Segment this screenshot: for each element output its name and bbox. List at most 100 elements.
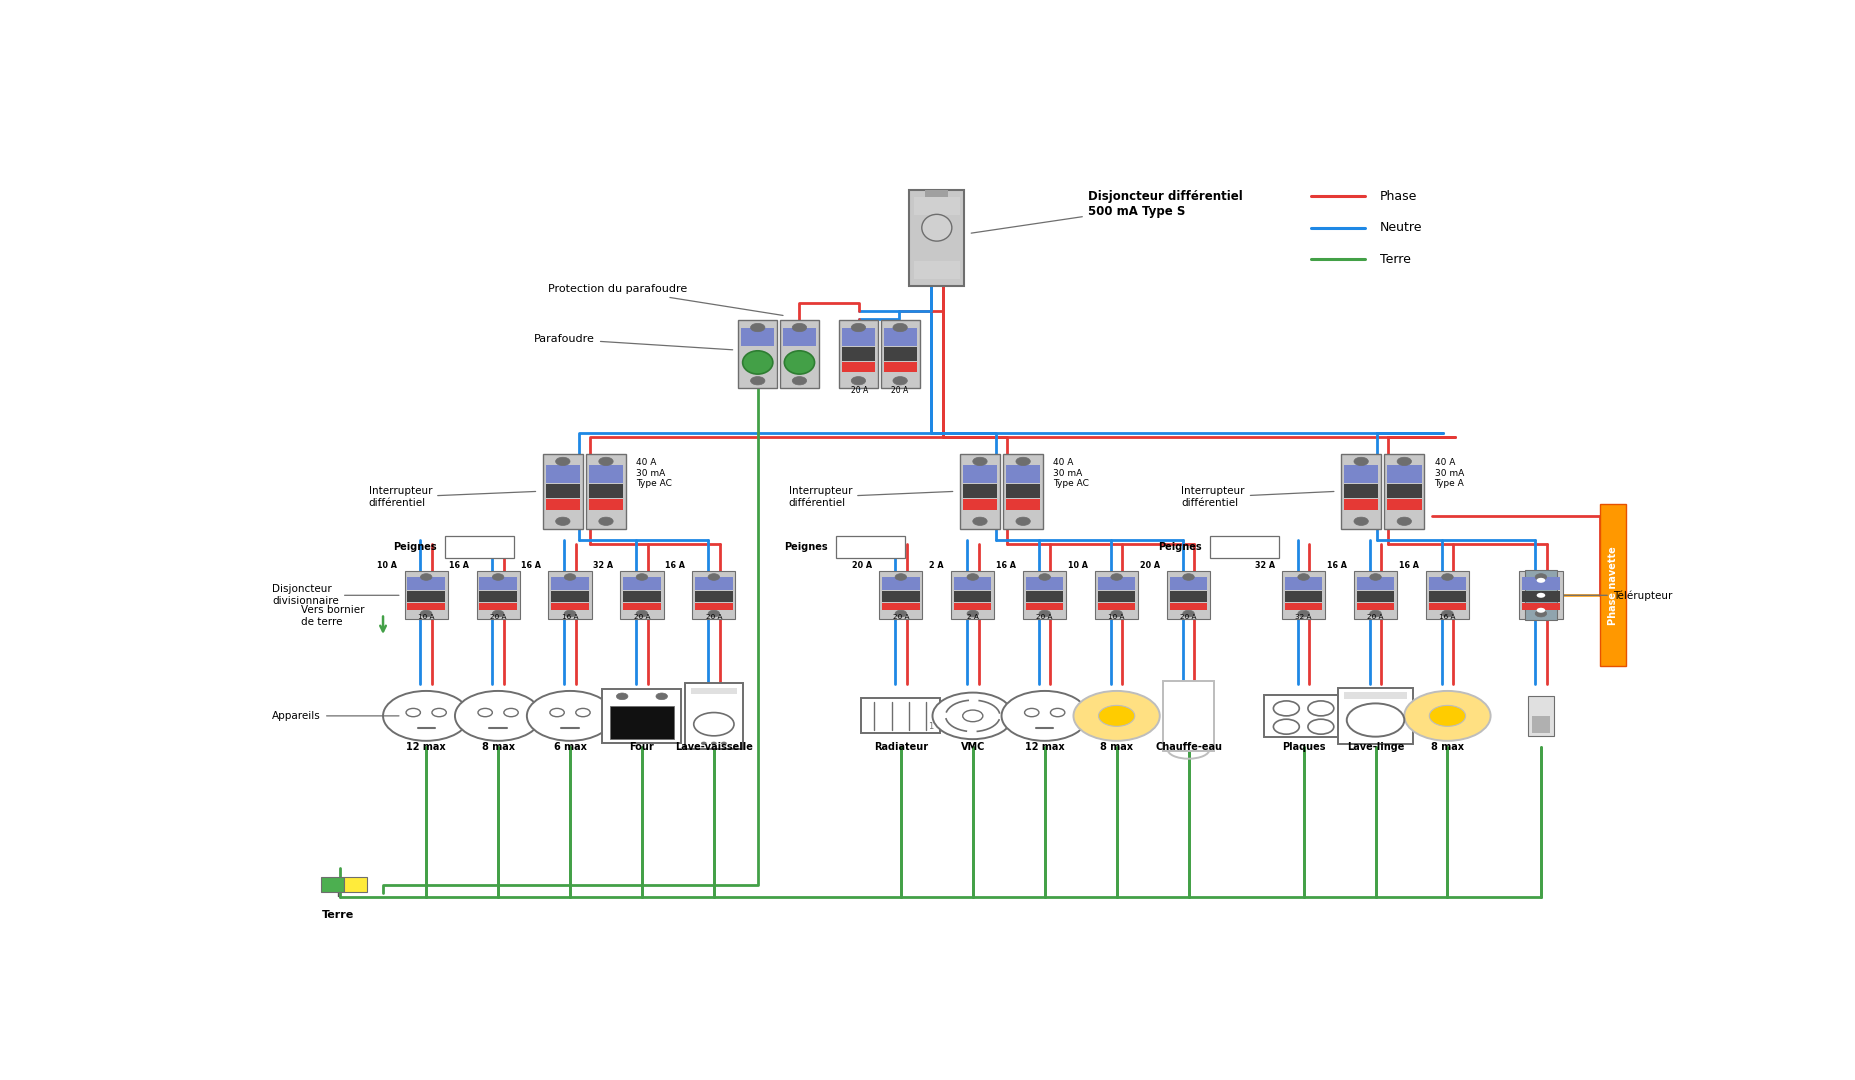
- Circle shape: [894, 610, 905, 617]
- Circle shape: [479, 708, 492, 717]
- Circle shape: [1098, 705, 1133, 727]
- Text: 20 A: 20 A: [851, 561, 872, 570]
- Bar: [1521, 591, 1558, 602]
- Bar: [1521, 603, 1558, 610]
- Circle shape: [894, 573, 905, 580]
- Ellipse shape: [785, 351, 814, 374]
- Circle shape: [564, 573, 575, 580]
- Circle shape: [1273, 701, 1298, 716]
- Circle shape: [575, 708, 590, 717]
- Bar: [404, 571, 447, 620]
- Circle shape: [549, 708, 564, 717]
- Bar: [1356, 603, 1393, 610]
- Text: 1: 1: [928, 723, 933, 731]
- Bar: [692, 571, 735, 620]
- Circle shape: [555, 517, 569, 526]
- Text: 40 A
30 mA
Type AC: 40 A 30 mA Type AC: [1054, 458, 1089, 488]
- Bar: [1428, 577, 1465, 591]
- Bar: [842, 347, 874, 361]
- Circle shape: [492, 610, 503, 617]
- Bar: [881, 577, 918, 591]
- Bar: [953, 591, 991, 602]
- Bar: [623, 591, 660, 602]
- Text: Neutre: Neutre: [1378, 221, 1421, 234]
- Circle shape: [492, 573, 503, 580]
- Bar: [343, 877, 367, 892]
- Circle shape: [792, 377, 807, 384]
- Bar: [1384, 454, 1423, 529]
- Text: Interrupteur
différentiel: Interrupteur différentiel: [1182, 486, 1334, 508]
- Circle shape: [555, 457, 569, 465]
- Circle shape: [1015, 457, 1030, 465]
- Circle shape: [1072, 691, 1159, 741]
- Text: 10 A: 10 A: [1067, 561, 1087, 570]
- Text: Interrupteur
différentiel: Interrupteur différentiel: [788, 486, 952, 508]
- Bar: [684, 683, 742, 750]
- Bar: [620, 571, 662, 620]
- Bar: [545, 464, 581, 483]
- Circle shape: [1039, 573, 1050, 580]
- Text: 8 max: 8 max: [1430, 742, 1464, 752]
- Text: 16 A: 16 A: [562, 613, 579, 620]
- Bar: [1521, 577, 1558, 591]
- Circle shape: [1441, 610, 1452, 617]
- Bar: [1525, 570, 1556, 620]
- Text: 8 max: 8 max: [1100, 742, 1133, 752]
- Circle shape: [1534, 573, 1545, 580]
- Bar: [963, 484, 996, 498]
- Bar: [1169, 591, 1206, 602]
- Text: 20 A: 20 A: [1139, 561, 1159, 570]
- Bar: [1209, 537, 1278, 558]
- Circle shape: [1441, 573, 1452, 580]
- Circle shape: [1111, 610, 1122, 617]
- Bar: [1163, 680, 1213, 752]
- Bar: [445, 537, 514, 558]
- Circle shape: [1534, 610, 1545, 617]
- Text: 16 A: 16 A: [996, 561, 1015, 570]
- Bar: [549, 571, 592, 620]
- Text: 20 A: 20 A: [890, 387, 907, 395]
- Bar: [779, 320, 818, 388]
- Circle shape: [710, 742, 716, 745]
- Bar: [1284, 591, 1321, 602]
- Bar: [738, 320, 777, 388]
- Text: 20 A: 20 A: [1035, 613, 1052, 620]
- Bar: [690, 688, 736, 694]
- Circle shape: [432, 708, 445, 717]
- Circle shape: [694, 713, 733, 735]
- Bar: [963, 499, 996, 510]
- Text: 2 A: 2 A: [966, 613, 978, 620]
- Bar: [1026, 577, 1063, 591]
- Circle shape: [972, 517, 987, 526]
- Text: 10 A: 10 A: [1107, 613, 1124, 620]
- Text: 8 max: 8 max: [480, 742, 514, 752]
- Bar: [1098, 603, 1135, 610]
- Text: Vers bornier
de terre: Vers bornier de terre: [301, 605, 364, 626]
- Bar: [408, 591, 445, 602]
- Bar: [913, 197, 959, 215]
- Text: 10 A: 10 A: [417, 613, 434, 620]
- Bar: [1343, 692, 1406, 699]
- Circle shape: [701, 742, 707, 745]
- Bar: [542, 454, 582, 529]
- Circle shape: [749, 377, 764, 384]
- Bar: [963, 464, 996, 483]
- Circle shape: [1308, 719, 1334, 734]
- Circle shape: [1050, 708, 1065, 717]
- Bar: [1094, 571, 1137, 620]
- Bar: [1337, 688, 1412, 744]
- Text: Chauffe-eau: Chauffe-eau: [1154, 742, 1221, 752]
- Circle shape: [1297, 573, 1308, 580]
- Bar: [959, 454, 1000, 529]
- Bar: [1386, 464, 1421, 483]
- Bar: [1005, 484, 1041, 498]
- Circle shape: [636, 573, 647, 580]
- Bar: [1428, 603, 1465, 610]
- Text: 20 A: 20 A: [705, 613, 722, 620]
- Bar: [883, 327, 916, 346]
- Bar: [1343, 464, 1378, 483]
- Circle shape: [1182, 610, 1193, 617]
- Circle shape: [406, 708, 421, 717]
- Text: 10 A: 10 A: [377, 561, 397, 570]
- Bar: [408, 577, 445, 591]
